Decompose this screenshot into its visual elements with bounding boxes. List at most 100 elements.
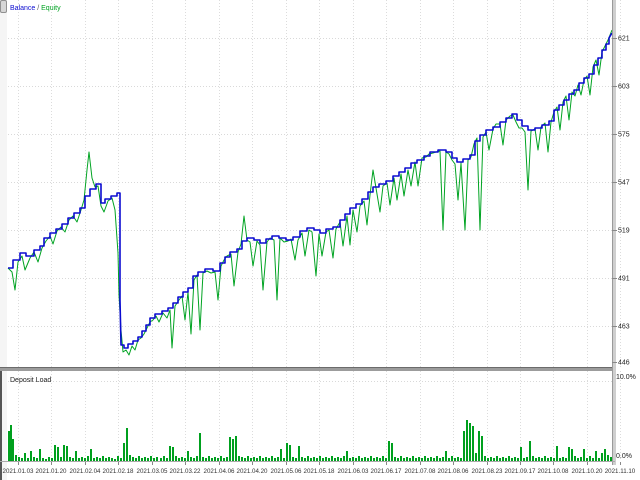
deposit-bar (442, 457, 444, 461)
deposit-bar (580, 457, 582, 461)
deposit-bar (415, 458, 417, 461)
deposit-bar (36, 458, 38, 461)
deposit-bar (319, 456, 321, 461)
deposit-bar (295, 458, 297, 461)
deposit-bar (129, 455, 131, 461)
deposit-bar (520, 447, 522, 461)
left-scrollbar[interactable] (0, 0, 7, 480)
deposit-bar (259, 456, 261, 461)
deposit-bar (487, 458, 489, 461)
legend-equity-label: Equity (41, 5, 61, 12)
deposit-bar (382, 456, 384, 461)
deposit-bar (412, 456, 414, 461)
deposit-bar (24, 453, 26, 461)
y-axis-label: 519 (618, 228, 630, 235)
deposit-bar (147, 458, 149, 461)
deposit-bar (376, 457, 378, 461)
deposit-bar (346, 451, 348, 461)
deposit-bar (126, 428, 128, 461)
deposit-bar (337, 457, 339, 461)
deposit-bar (358, 456, 360, 461)
deposit-bar (289, 445, 291, 461)
deposit-bar (352, 457, 354, 461)
left-edge (0, 367, 2, 480)
main-horizontal-gridlines (8, 38, 612, 382)
deposit-bar (586, 458, 588, 461)
deposit-bar (499, 458, 501, 461)
deposit-bar (595, 451, 597, 461)
deposit-bar (562, 457, 564, 461)
deposit-bar (544, 456, 546, 461)
deposit-bar (144, 457, 146, 461)
x-axis-date-label: 2021.06.03 (338, 468, 370, 475)
deposit-bar (12, 439, 14, 461)
deposit-bar (343, 456, 345, 461)
deposit-bar (538, 457, 540, 461)
x-axis-date-label: 2021.06.17 (371, 468, 403, 475)
deposit-bar (469, 423, 471, 461)
deposit-bar (547, 458, 549, 461)
x-axis-date-label: 2021.01.03 (3, 468, 35, 475)
deposit-bar (313, 457, 315, 461)
deposit-min-label: 0.0% (616, 453, 632, 460)
deposit-bar (223, 458, 225, 461)
divider-bar (0, 367, 615, 371)
deposit-bar (96, 457, 98, 461)
deposit-bar (310, 458, 312, 461)
deposit-bar (123, 443, 125, 461)
deposit-bar (364, 457, 366, 461)
deposit-bar (268, 458, 270, 461)
deposit-bar (250, 458, 252, 461)
deposit-bar (523, 458, 525, 461)
deposit-bar (598, 458, 600, 461)
deposit-bar (132, 457, 134, 461)
panel-divider[interactable] (0, 367, 615, 371)
deposit-bar (271, 456, 273, 461)
deposit-vertical-gridlines (18, 371, 621, 461)
deposit-bar (105, 458, 107, 461)
deposit-bar (135, 458, 137, 461)
deposit-bar (607, 455, 609, 461)
deposit-bar (439, 458, 441, 461)
deposit-bar (409, 458, 411, 461)
deposit-bar (111, 458, 113, 461)
x-axis-date-label: 2021.08.06 (438, 468, 470, 475)
deposit-bar (478, 431, 480, 461)
x-axis-date-label: 2021.10.20 (572, 468, 604, 475)
deposit-bar (475, 453, 477, 461)
deposit-bar (247, 456, 249, 461)
deposit-bar (400, 456, 402, 461)
deposit-bar (292, 457, 294, 461)
deposit-bar (490, 457, 492, 461)
deposit-bar (589, 456, 591, 461)
deposit-bar (322, 458, 324, 461)
y-axis-label: 463 (618, 324, 630, 331)
deposit-bar (550, 457, 552, 461)
deposit-bar (226, 457, 228, 461)
deposit-bar (69, 457, 71, 461)
deposit-bar (244, 458, 246, 461)
deposit-bar (367, 458, 369, 461)
x-axis-date-label: 2021.01.20 (36, 468, 68, 475)
deposit-bar (463, 431, 465, 461)
y-axis-label: 575 (618, 132, 630, 139)
deposit-bar (187, 451, 189, 461)
deposit-bar (571, 449, 573, 461)
right-axis-band (0, 0, 616, 465)
deposit-bar (114, 459, 116, 461)
deposit-bar (436, 456, 438, 461)
deposit-bar (331, 456, 333, 461)
deposit-bar (181, 457, 183, 461)
deposit-bar (496, 456, 498, 461)
x-axis-date-label: 2021.09.17 (505, 468, 537, 475)
deposit-load-bars (8, 420, 612, 461)
deposit-bar (604, 449, 606, 461)
deposit-bar (286, 443, 288, 461)
deposit-bar (169, 446, 171, 461)
y-axis-label: 621 (618, 36, 630, 43)
deposit-bar (205, 458, 207, 461)
deposit-bar (460, 458, 462, 461)
deposit-bar (8, 431, 10, 461)
